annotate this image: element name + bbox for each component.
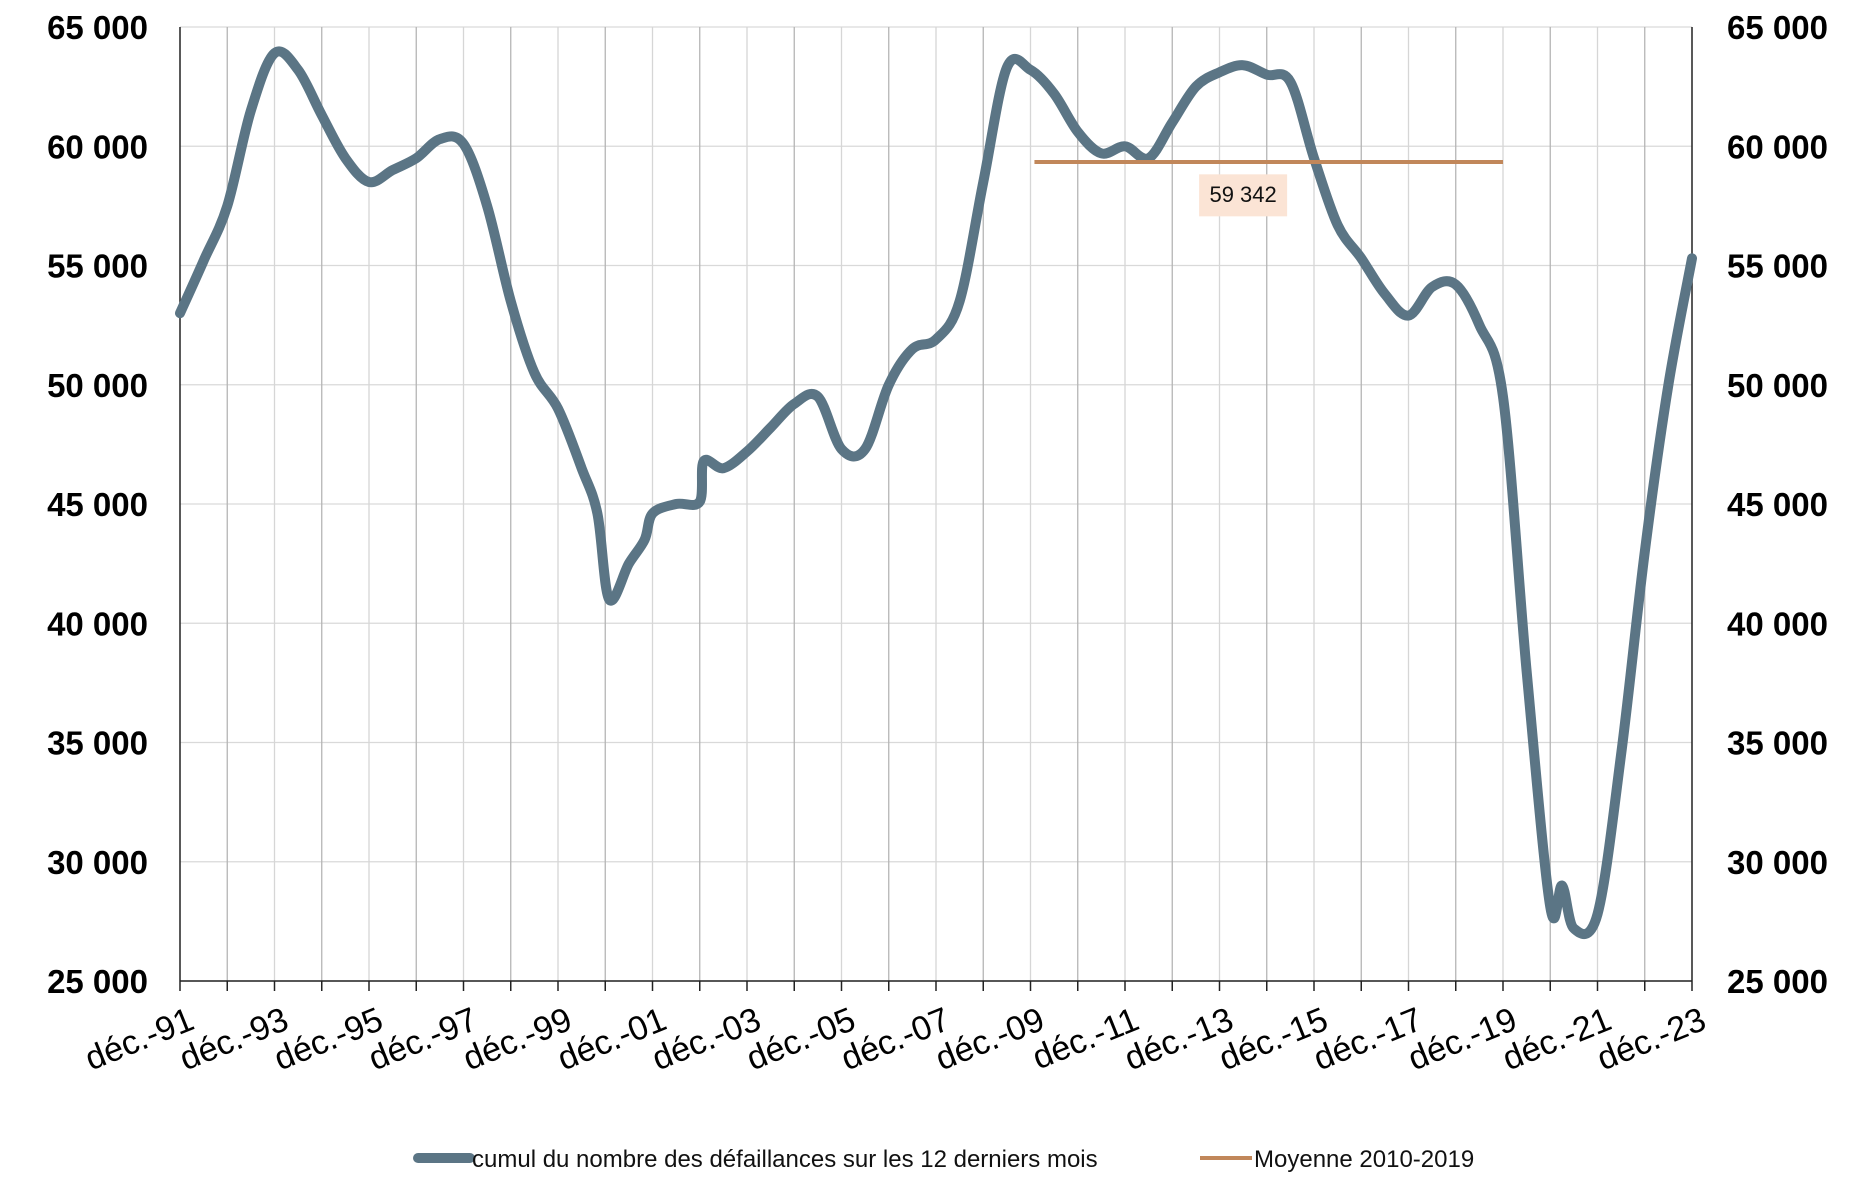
y-tick-label-right: 45 000 — [1727, 486, 1828, 523]
vertical-gridlines — [226, 27, 1646, 981]
y-tick-label-right: 50 000 — [1727, 367, 1828, 404]
x-tick-label: déc.-11 — [1027, 1000, 1144, 1077]
legend-label-defaillances: cumul du nombre des défaillances sur les… — [472, 1146, 1098, 1173]
x-tick-label: déc.-23 — [1592, 1000, 1711, 1078]
y-tick-label-left: 65 000 — [47, 9, 148, 46]
x-axis-ticks — [179, 981, 1693, 991]
y-tick-label-right: 30 000 — [1727, 844, 1828, 881]
y-tick-label-left: 45 000 — [47, 486, 148, 523]
annotation-background — [1199, 174, 1288, 217]
legend: cumul du nombre des défaillances sur les… — [413, 1146, 1474, 1173]
y-tick-label-right: 60 000 — [1727, 128, 1828, 165]
y-tick-label-left: 25 000 — [47, 963, 148, 1000]
series-layer — [175, 46, 1697, 940]
y-tick-label-left: 55 000 — [47, 248, 148, 285]
y-tick-label-left: 30 000 — [47, 844, 148, 881]
y-tick-label-right: 25 000 — [1727, 963, 1828, 1000]
y-tick-label-right: 35 000 — [1727, 725, 1828, 762]
y-tick-label-left: 35 000 — [47, 725, 148, 762]
x-axis-labels: déc.-91déc.-93déc.-95déc.-97déc.-99déc.-… — [80, 1000, 1711, 1078]
legend-label-moyenne: Moyenne 2010-2019 — [1254, 1146, 1474, 1173]
average-annotation: 59 342 — [1199, 174, 1288, 217]
y-tick-label-right: 40 000 — [1727, 605, 1828, 642]
y-axis-right-labels: 25 000 30 000 35 000 40 000 45 000 50 000 55 0… — [1727, 9, 1828, 1000]
y-tick-label-right: 65 000 — [1727, 9, 1828, 46]
y-tick-label-left: 50 000 — [47, 367, 148, 404]
y-tick-label-right: 55 000 — [1727, 248, 1828, 285]
annotation-label: 59 342 — [1209, 182, 1276, 207]
y-tick-label-left: 40 000 — [47, 605, 148, 642]
y-tick-label-left: 60 000 — [47, 128, 148, 165]
series-line-defaillances — [175, 46, 1697, 940]
y-axis-left-labels: 25 000 30 000 35 000 40 000 45 000 50 000 55 0… — [47, 9, 148, 1000]
